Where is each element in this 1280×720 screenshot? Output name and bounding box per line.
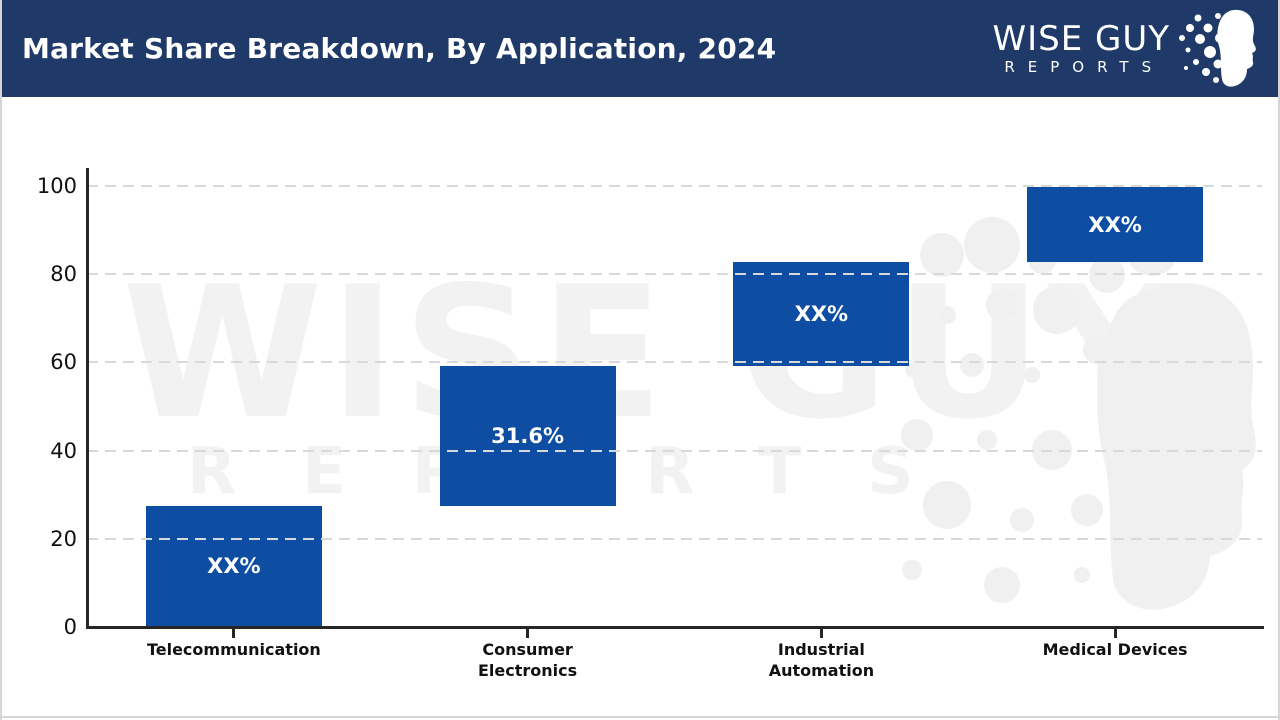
- x-axis-labels: Telecommunication Consumer Electronics Ind…: [87, 627, 1262, 707]
- y-axis-line: [86, 168, 89, 629]
- bar-value-label: XX%: [207, 554, 261, 579]
- y-axis-labels: 0 20 40 60 80 100: [2, 174, 77, 639]
- gridline-60: [87, 361, 1262, 364]
- bottom-border-line: [2, 716, 1278, 718]
- logo-reports-label: REPORTS: [1004, 58, 1165, 76]
- y-tick-label: 0: [63, 615, 77, 639]
- bar-consumer-electronics: 31.6%: [439, 366, 616, 506]
- plot-area: XX% 31.6% XX% XX%: [87, 185, 1262, 627]
- y-tick-label: 80: [50, 262, 77, 287]
- bar-telecommunication: XX%: [145, 505, 322, 627]
- gridline-100: [87, 185, 1262, 187]
- wise-guy-logo-face-icon: [1179, 9, 1256, 87]
- y-tick-label: 100: [36, 174, 77, 198]
- x-tick-mark: [232, 629, 236, 638]
- x-tick-mark: [819, 629, 823, 638]
- y-tick-label: 20: [50, 526, 77, 551]
- x-tick-mark: [526, 629, 530, 638]
- gridline-40: [87, 449, 1262, 452]
- page-title: Market Share Breakdown, By Application, …: [22, 32, 777, 65]
- x-category-label: Consumer Electronics: [478, 640, 578, 680]
- wise-guy-logo: WISE GUY REPORTS: [992, 8, 1260, 90]
- x-tick-mark: [1113, 629, 1117, 638]
- bar-value-label: 31.6%: [491, 424, 565, 449]
- header-bar: Market Share Breakdown, By Application, …: [2, 0, 1278, 97]
- bar-value-label: XX%: [794, 302, 849, 327]
- bar-industrial-automation: XX%: [733, 261, 910, 367]
- x-category-label: Telecommunication: [146, 640, 321, 659]
- x-category-label: Medical Devices: [1042, 640, 1188, 659]
- wise-guy-logo-text: WISE GUY REPORTS: [992, 22, 1170, 75]
- x-category-label: Industrial Automation: [768, 640, 875, 680]
- gridline-80: [87, 273, 1262, 276]
- bar-value-label: XX%: [1088, 212, 1142, 237]
- x-axis-line: [86, 626, 1264, 629]
- y-tick-label: 40: [50, 438, 77, 463]
- logo-wiseguy-label: WISE GUY: [992, 19, 1170, 59]
- y-tick-label: 60: [50, 350, 77, 375]
- bar-medical-devices: XX%: [1027, 187, 1204, 262]
- gridline-20: [87, 537, 1262, 540]
